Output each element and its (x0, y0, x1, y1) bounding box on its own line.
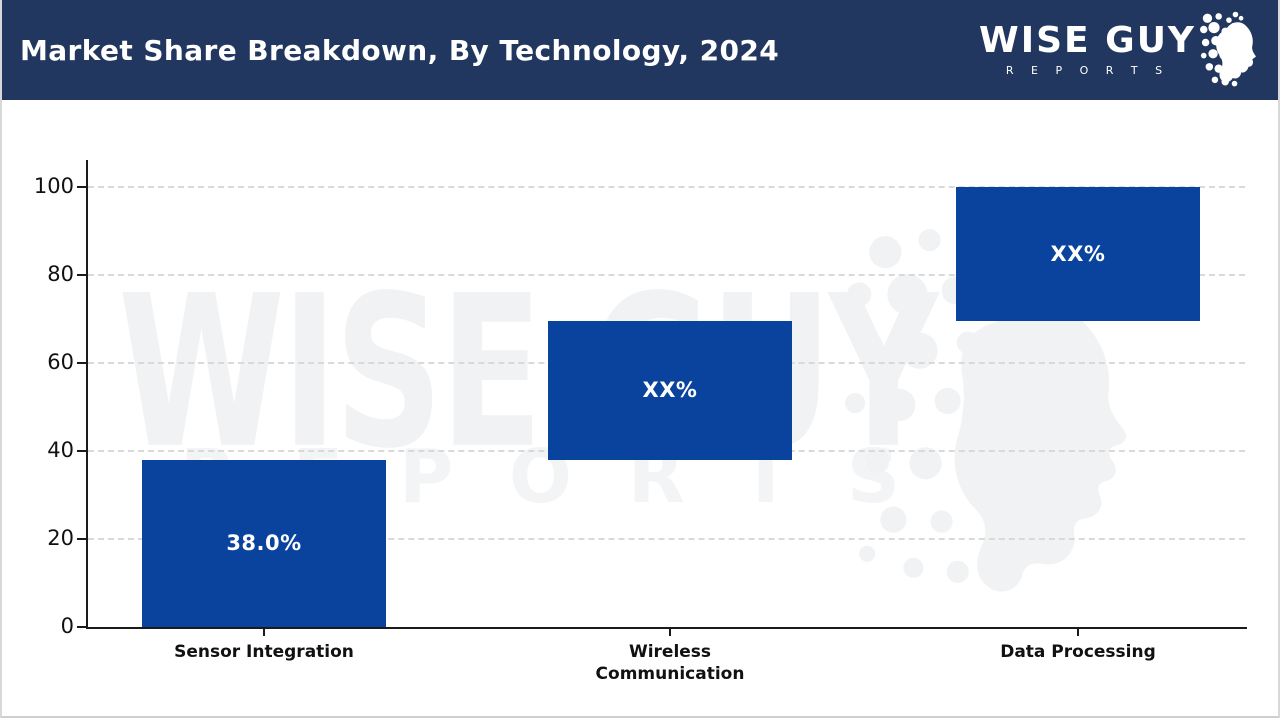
y-axis-line (86, 160, 88, 629)
bar: XX% (956, 187, 1200, 322)
bar: 38.0% (142, 459, 386, 627)
y-tick-label: 100 (33, 174, 74, 198)
bar-value-label: 38.0% (226, 531, 302, 556)
x-tick-mark (669, 629, 671, 636)
y-tick-label: 60 (47, 350, 74, 374)
bar: XX% (548, 321, 792, 460)
y-tick-mark (77, 538, 86, 540)
wise-guy-logo: WISE GUY R E P O R T S (979, 11, 1256, 89)
x-tick-mark (1077, 629, 1079, 636)
x-axis-line (86, 627, 1247, 629)
page-title: Market Share Breakdown, By Technology, 2… (20, 33, 780, 67)
logo-text: WISE GUY R E P O R T S (978, 20, 1196, 78)
y-tick-mark (77, 274, 86, 276)
y-tick-label: 0 (60, 614, 74, 638)
bar-value-label: XX% (1050, 242, 1106, 267)
wise-guy-face-icon (1200, 11, 1256, 87)
gridline (88, 186, 1245, 188)
y-tick-mark (77, 626, 86, 628)
watermark-text-line1: WISE GUY (118, 249, 938, 495)
gridline (88, 538, 1245, 540)
logo-subtitle: R E P O R T S (1005, 64, 1170, 77)
x-tick-mark (263, 629, 265, 636)
y-tick-label: 20 (47, 526, 74, 550)
y-tick-mark (77, 450, 86, 452)
logo-name: WISE GUY (978, 20, 1196, 61)
y-tick-mark (77, 362, 86, 364)
y-tick-label: 40 (47, 438, 74, 462)
x-category-label: Sensor Integration (174, 642, 354, 662)
x-category-label: Data Processing (1000, 642, 1156, 662)
gridline (88, 274, 1245, 276)
y-tick-mark (77, 186, 86, 188)
header-bar: Market Share Breakdown, By Technology, 2… (0, 0, 1280, 100)
bar-value-label: XX% (642, 378, 698, 403)
y-tick-label: 80 (47, 262, 74, 286)
x-category-label: Wireless Communication (595, 642, 745, 685)
